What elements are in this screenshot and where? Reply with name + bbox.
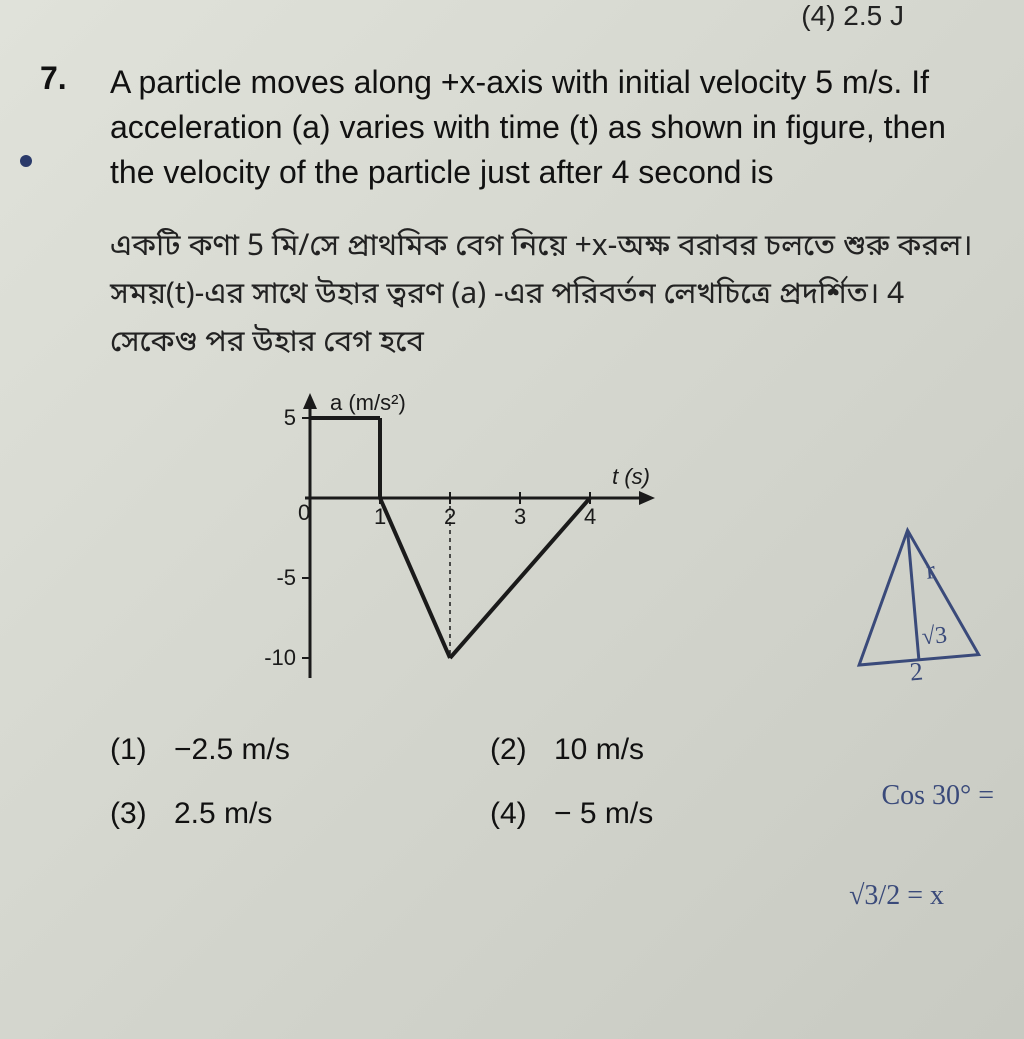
option-3: (3) 2.5 m/s	[110, 797, 430, 831]
svg-text:√3: √3	[921, 622, 948, 650]
option-number: (1)	[110, 733, 160, 767]
question-row: 7. A particle moves along +x-axis with i…	[40, 60, 984, 194]
page: (4) 2.5 J 7. A particle moves along +x-a…	[0, 0, 1024, 1039]
options-grid: (1) −2.5 m/s (2) 10 m/s (3) 2.5 m/s (4) …	[110, 733, 810, 831]
svg-text:4: 4	[584, 504, 596, 529]
partial-previous-option: (4) 2.5 J	[801, 0, 904, 32]
question-text-bengali: একটি কণা 5 মি/সে প্রাথমিক বেগ নিয়ে +x-অ…	[110, 224, 984, 368]
option-text: 2.5 m/s	[174, 797, 272, 831]
svg-text:a (m/s²): a (m/s²)	[330, 390, 406, 415]
option-number: (3)	[110, 797, 160, 831]
option-4: (4) − 5 m/s	[490, 797, 810, 831]
svg-text:2: 2	[909, 657, 924, 687]
option-text: − 5 m/s	[554, 797, 653, 831]
margin-bullet	[20, 155, 32, 167]
option-2: (2) 10 m/s	[490, 733, 810, 767]
handwriting-triangle: r √3 2	[827, 513, 1001, 694]
option-number: (4)	[490, 797, 540, 831]
handwriting-fraction-equation: √3/2 = x	[849, 880, 944, 912]
option-1: (1) −2.5 m/s	[110, 733, 430, 767]
handwriting-cos-equation: Cos 30° =	[881, 780, 994, 812]
svg-text:5: 5	[284, 405, 296, 430]
acceleration-time-chart: 5 -5 -10 0 1 2 3 4 a (m/s²) t (s)	[240, 388, 660, 688]
option-text: −2.5 m/s	[174, 733, 290, 767]
option-number: (2)	[490, 733, 540, 767]
question-number: 7.	[40, 60, 90, 194]
option-text: 10 m/s	[554, 733, 644, 767]
svg-text:-5: -5	[276, 565, 296, 590]
svg-text:t (s): t (s)	[612, 464, 650, 489]
svg-text:1: 1	[374, 504, 386, 529]
svg-text:2: 2	[444, 504, 456, 529]
svg-text:3: 3	[514, 504, 526, 529]
svg-text:-10: -10	[264, 645, 296, 670]
question-text-english: A particle moves along +x-axis with init…	[110, 60, 984, 194]
svg-text:r: r	[925, 555, 936, 585]
svg-text:0: 0	[298, 500, 310, 525]
